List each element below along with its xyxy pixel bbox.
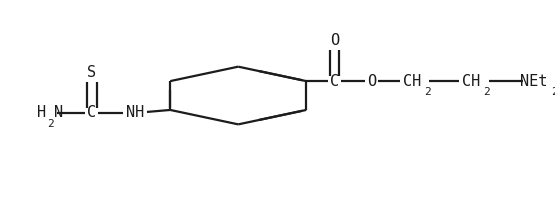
Text: O: O [367,74,376,89]
Text: 2: 2 [483,87,490,97]
Text: N: N [54,105,63,120]
Text: C: C [87,105,97,120]
Text: C: C [330,74,339,89]
Text: CH: CH [403,74,421,89]
Text: S: S [87,65,97,80]
Text: NH: NH [126,105,144,120]
Text: CH: CH [462,74,481,89]
Text: 2: 2 [423,87,430,97]
Text: 2: 2 [551,87,555,97]
Text: 2: 2 [47,119,53,129]
Text: NEt: NEt [520,74,547,89]
Text: H: H [37,105,47,120]
Text: O: O [330,33,339,48]
